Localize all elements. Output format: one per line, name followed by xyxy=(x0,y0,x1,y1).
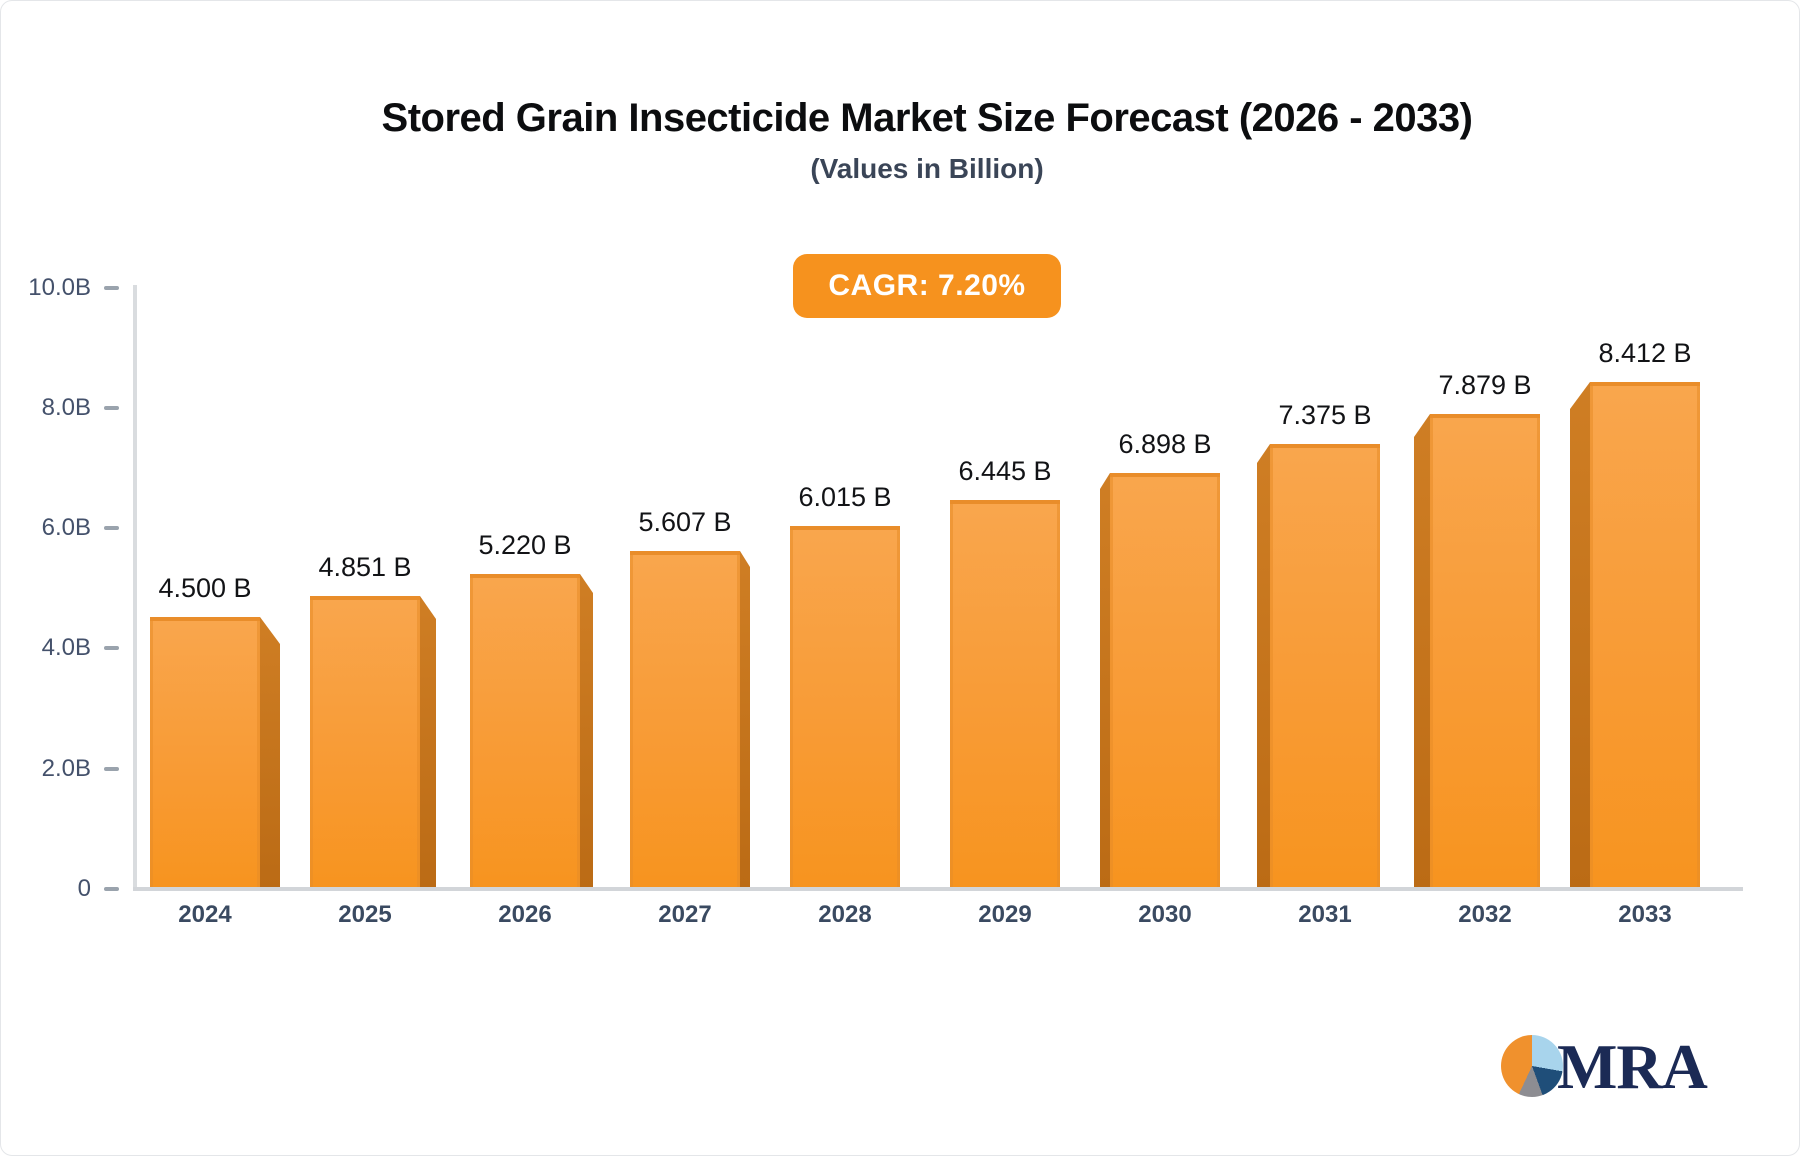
y-tick-label-8.0B: 8.0B xyxy=(41,394,91,421)
bar-value-label-2026: 5.220 B xyxy=(478,530,572,560)
bar-3d-side-2032 xyxy=(1414,414,1430,887)
x-axis-label-2026: 2026 xyxy=(498,901,552,928)
bar-2029 xyxy=(950,500,1060,887)
x-axis-label-2025: 2025 xyxy=(338,901,392,928)
bar-2033 xyxy=(1590,382,1700,887)
bar-2028 xyxy=(790,526,900,887)
chart-header: Stored Grain Insecticide Market Size For… xyxy=(53,93,1799,189)
y-tick-label-2.0B: 2.0B xyxy=(41,755,91,782)
x-axis-label-2024: 2024 xyxy=(178,901,232,928)
y-tick-label-6.0B: 6.0B xyxy=(41,514,91,541)
bar-2027 xyxy=(630,551,740,887)
bar-2030 xyxy=(1110,473,1220,887)
y-tick-label-10.0B: 10.0B xyxy=(28,274,91,301)
bar-2024 xyxy=(150,617,260,887)
x-axis-label-2030: 2030 xyxy=(1138,901,1192,928)
x-axis-label-2027: 2027 xyxy=(658,901,712,928)
bar-3d-side-2027 xyxy=(740,551,750,887)
chart-title: Stored Grain Insecticide Market Size For… xyxy=(381,96,1473,140)
bar-2031 xyxy=(1270,444,1380,887)
bar-value-label-2028: 6.015 B xyxy=(798,482,892,512)
bar-value-label-2025: 4.851 B xyxy=(318,552,412,582)
chart-subtitle: (Values in Billion) xyxy=(810,153,1044,184)
bar-value-label-2029: 6.445 B xyxy=(958,456,1052,486)
x-axis-label-2028: 2028 xyxy=(818,901,872,928)
logo-text: MRA xyxy=(1557,1031,1708,1102)
bar-value-label-2030: 6.898 B xyxy=(1118,429,1212,459)
bar-value-label-2033: 8.412 B xyxy=(1598,338,1692,368)
bar-2025 xyxy=(310,596,420,887)
y-tick-mark-10.0B xyxy=(104,286,119,290)
bar-3d-side-2026 xyxy=(580,574,593,887)
y-tick-label-0: 0 xyxy=(77,875,91,902)
bar-3d-side-2030 xyxy=(1100,473,1110,887)
cagr-badge: CAGR: 7.20% xyxy=(793,254,1061,318)
x-axis-label-2032: 2032 xyxy=(1458,901,1512,928)
y-tick-mark-0 xyxy=(104,887,119,891)
y-tick-label-4.0B: 4.0B xyxy=(41,634,91,661)
bar-2026 xyxy=(470,574,580,887)
x-axis-label-2033: 2033 xyxy=(1618,901,1672,928)
bar-2032 xyxy=(1430,414,1540,887)
y-axis-line xyxy=(133,285,137,891)
bar-value-label-2031: 7.375 B xyxy=(1278,400,1372,430)
bar-3d-side-2025 xyxy=(420,596,436,887)
bar-value-label-2024: 4.500 B xyxy=(158,573,252,603)
bar-3d-side-2031 xyxy=(1257,444,1270,887)
bar-value-label-2027: 5.607 B xyxy=(638,507,732,537)
y-tick-mark-4.0B xyxy=(104,646,119,650)
pie-chart-logo-icon xyxy=(1501,1035,1563,1097)
x-axis-label-2029: 2029 xyxy=(978,901,1032,928)
y-tick-mark-8.0B xyxy=(104,406,119,410)
y-tick-mark-6.0B xyxy=(104,526,119,530)
mra-logo: MRA xyxy=(1501,1029,1721,1105)
bar-3d-side-2033 xyxy=(1570,382,1590,887)
y-tick-mark-2.0B xyxy=(104,767,119,771)
x-axis-label-2031: 2031 xyxy=(1298,901,1352,928)
bar-3d-side-2024 xyxy=(260,617,280,887)
x-axis-line xyxy=(133,887,1743,891)
bar-value-label-2032: 7.879 B xyxy=(1438,370,1532,400)
